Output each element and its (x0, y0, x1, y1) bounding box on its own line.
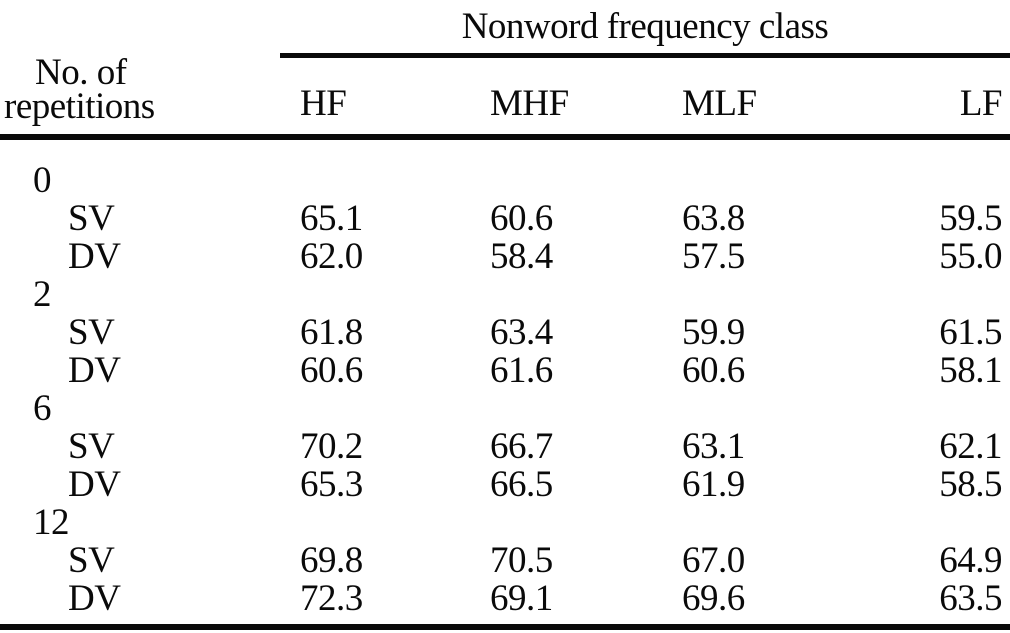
cell-value: 62.1 (939, 426, 1002, 467)
column-header-mlf: MLF (682, 83, 757, 124)
table-row: DV 65.3 66.5 61.9 58.5 (0, 466, 1010, 504)
row-header: No. of repetitions (0, 0, 280, 134)
cell-value: 55.0 (939, 236, 1002, 277)
bottom-rule (0, 624, 1010, 630)
cell-value: 61.5 (939, 312, 1002, 353)
cell-value: 58.5 (939, 464, 1002, 505)
cell-value: 63.1 (682, 426, 745, 467)
table-row: DV 62.0 58.4 57.5 55.0 (0, 238, 1010, 276)
cell-value: 63.4 (490, 312, 553, 353)
header-rule (0, 134, 1010, 140)
cell-value: 61.9 (682, 464, 745, 505)
table-row: SV 61.8 63.4 59.9 61.5 (0, 314, 1010, 352)
cell-value: 60.6 (682, 350, 745, 391)
table-row: DV 72.3 69.1 69.6 63.5 (0, 580, 1010, 618)
span-header: Nonword frequency class (280, 0, 1010, 58)
cell-value: 69.8 (300, 540, 363, 581)
cell-value: 62.0 (300, 236, 363, 277)
cell-value: 63.8 (682, 198, 745, 239)
table-row: DV 60.6 61.6 60.6 58.1 (0, 352, 1010, 390)
cell-value: 60.6 (300, 350, 363, 391)
cell-value: 63.5 (939, 578, 1002, 619)
cell-value: 67.0 (682, 540, 745, 581)
row-header-line1: No. of (35, 52, 127, 93)
row-header-line2: repetitions (4, 86, 155, 127)
cell-value: 70.5 (490, 540, 553, 581)
condition-label: DV (68, 464, 121, 505)
table-header: No. of repetitions Nonword frequency cla… (0, 0, 1010, 134)
cell-value: 69.6 (682, 578, 745, 619)
group-label-row: 2 (0, 276, 1010, 314)
condition-label: DV (68, 236, 121, 277)
cell-value: 66.7 (490, 426, 553, 467)
cell-value: 60.6 (490, 198, 553, 239)
table-row: SV 70.2 66.7 63.1 62.1 (0, 428, 1010, 466)
group-label-row: 12 (0, 504, 1010, 542)
cell-value: 70.2 (300, 426, 363, 467)
cell-value: 58.1 (939, 350, 1002, 391)
cell-value: 65.1 (300, 198, 363, 239)
cell-value: 58.4 (490, 236, 553, 277)
repetitions-group-label: 2 (33, 274, 52, 315)
condition-label: SV (68, 426, 115, 467)
column-header-lf: LF (959, 83, 1003, 124)
cell-value: 61.6 (490, 350, 553, 391)
repetitions-group-label: 12 (33, 502, 70, 543)
table-body: 0 SV 65.1 60.6 63.8 59.5 DV 62.0 58.4 57… (0, 140, 1010, 618)
column-header-hf: HF (300, 83, 347, 124)
condition-label: SV (68, 540, 115, 581)
cell-value: 59.9 (682, 312, 745, 353)
condition-label: DV (68, 350, 121, 391)
cell-value: 64.9 (939, 540, 1002, 581)
condition-label: DV (68, 578, 121, 619)
table-row: SV 69.8 70.5 67.0 64.9 (0, 542, 1010, 580)
span-header-label: Nonword frequency class (461, 6, 829, 47)
repetitions-group-label: 6 (33, 388, 52, 429)
cell-value: 59.5 (939, 198, 1002, 239)
condition-label: SV (68, 312, 115, 353)
cell-value: 57.5 (682, 236, 745, 277)
cell-value: 61.8 (300, 312, 363, 353)
group-label-row: 6 (0, 390, 1010, 428)
repetitions-group-label: 0 (33, 160, 52, 201)
cell-value: 66.5 (490, 464, 553, 505)
condition-label: SV (68, 198, 115, 239)
cell-value: 69.1 (490, 578, 553, 619)
table-row: SV 65.1 60.6 63.8 59.5 (0, 200, 1010, 238)
cell-value: 72.3 (300, 578, 363, 619)
column-header-mhf: MHF (490, 83, 569, 124)
group-label-row: 0 (0, 162, 1010, 200)
cell-value: 65.3 (300, 464, 363, 505)
